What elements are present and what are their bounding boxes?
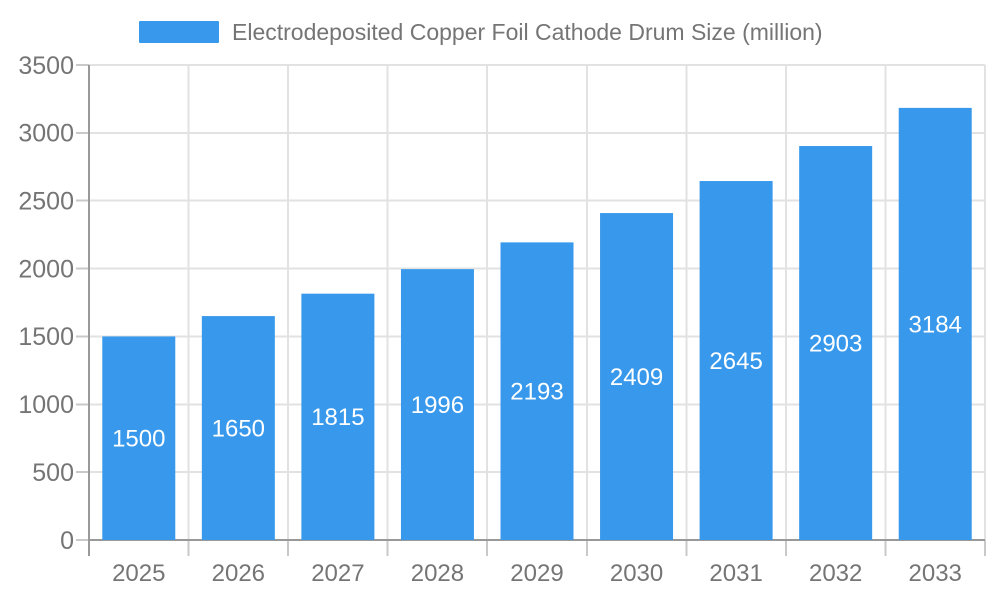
x-axis-label-2025: 2025 (112, 560, 165, 587)
bar-value-label-2031: 2645 (709, 348, 762, 375)
bar-2033[interactable] (898, 107, 972, 540)
y-axis-label-3500: 3500 (18, 52, 74, 80)
bars-group: 1500 1650 1815 1996 2193 2409 2645 2903 3184 (102, 107, 972, 541)
x-axis-label-2032: 2032 (809, 560, 862, 587)
bar-2032[interactable] (799, 146, 873, 540)
bar-2025[interactable] (102, 336, 176, 540)
bar-value-label-2033: 3184 (909, 311, 962, 338)
bar-value-label-2030: 2409 (610, 364, 663, 391)
x-axis-label-2029: 2029 (510, 560, 563, 587)
bar-value-label-2032: 2903 (809, 330, 862, 357)
legend-label[interactable]: Electrodeposited Copper Foil Cathode Dru… (232, 19, 823, 45)
gridlines (89, 64, 986, 540)
bar-2027[interactable] (301, 293, 375, 540)
bar-value-label-2028: 1996 (411, 392, 464, 419)
y-axis-label-1000: 1000 (18, 391, 74, 419)
y-axis-label-1500: 1500 (18, 323, 74, 351)
bar-value-label-2029: 2193 (510, 379, 563, 406)
y-axis-label-2500: 2500 (18, 187, 74, 215)
bar-2029[interactable] (500, 242, 574, 540)
x-axis-label-2031: 2031 (709, 560, 762, 587)
y-axis-label-3000: 3000 (18, 120, 74, 148)
x-axis-label-2027: 2027 (311, 560, 364, 587)
bar-2026[interactable] (201, 316, 275, 540)
bar-value-label-2027: 1815 (311, 404, 364, 431)
x-axis-label-2026: 2026 (212, 560, 265, 587)
legend[interactable]: Electrodeposited Copper Foil Cathode Dru… (139, 19, 823, 45)
y-axis-label-2000: 2000 (18, 255, 74, 283)
x-axis-label-2028: 2028 (411, 560, 464, 587)
bar-2030[interactable] (600, 213, 674, 541)
legend-swatch[interactable] (139, 21, 219, 43)
y-axis-label-0: 0 (60, 527, 74, 555)
bar-2028[interactable] (400, 269, 474, 540)
bar-value-label-2026: 1650 (212, 415, 265, 442)
bar-value-label-2025: 1500 (112, 426, 165, 453)
y-axis-label-500: 500 (32, 459, 74, 487)
x-axis-label-2030: 2030 (610, 560, 663, 587)
bar-2031[interactable] (699, 181, 773, 541)
axis-labels: 0 500 1000 1500 2000 2500 3000 3500 2025 2026 2027… (18, 52, 962, 587)
x-axis-label-2033: 2033 (909, 560, 962, 587)
